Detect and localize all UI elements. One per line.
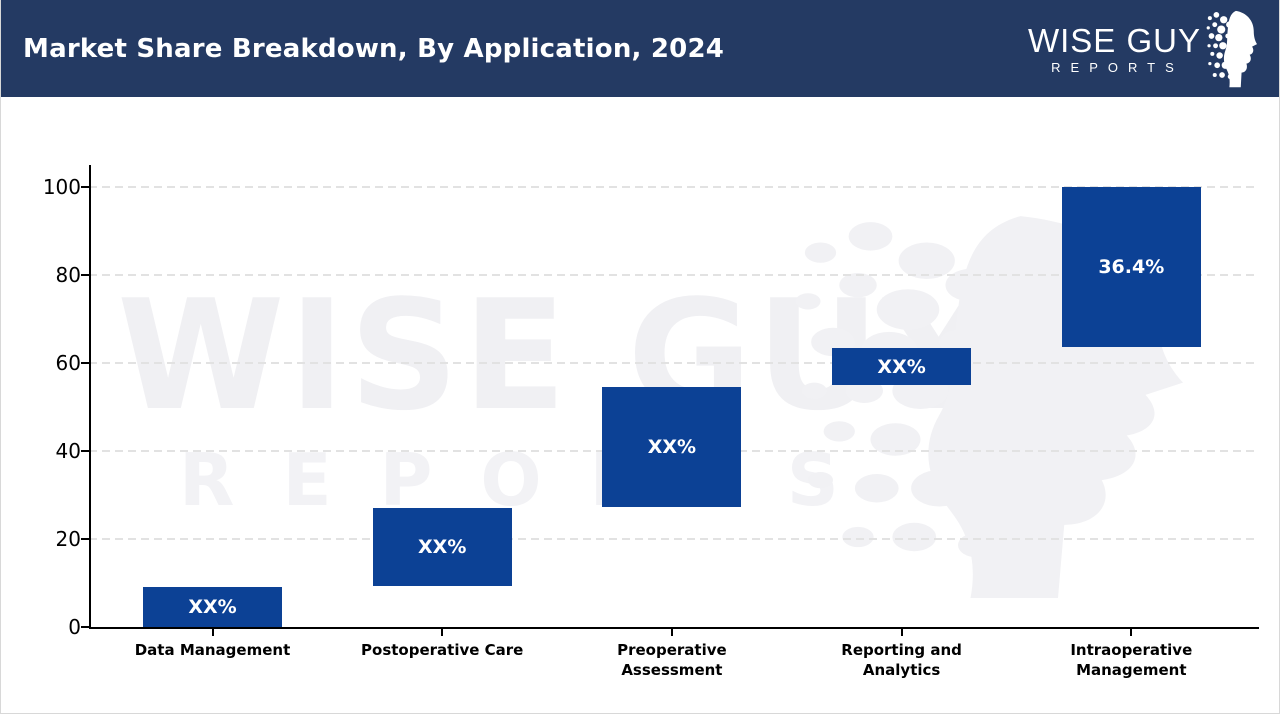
y-tick-mark bbox=[81, 626, 90, 628]
y-tick-label: 0 bbox=[68, 615, 81, 639]
bar: XX% bbox=[143, 586, 282, 627]
y-tick-label: 20 bbox=[55, 527, 81, 551]
bar: XX% bbox=[602, 387, 742, 507]
y-tick-mark bbox=[81, 450, 90, 452]
bar-value-label: 36.4% bbox=[1098, 256, 1165, 279]
y-tick-mark bbox=[81, 538, 90, 540]
bar-value-label: XX% bbox=[188, 595, 237, 618]
x-axis-label: Intraoperative Management bbox=[1070, 641, 1193, 680]
y-gridline bbox=[89, 362, 1259, 364]
y-gridline bbox=[89, 538, 1259, 540]
x-axis-label: Data Management bbox=[134, 641, 291, 659]
header: Market Share Breakdown, By Application, … bbox=[1, 0, 1279, 97]
bar-value-label: XX% bbox=[877, 355, 926, 378]
x-tick-mark bbox=[670, 629, 673, 636]
x-axis-label: Postoperative Care bbox=[361, 641, 524, 659]
x-axis-label: Preoperative Assessment bbox=[617, 641, 727, 680]
bar: 36.4% bbox=[1061, 187, 1201, 348]
y-axis-spine bbox=[89, 165, 91, 629]
y-gridline bbox=[89, 186, 1259, 188]
logo-wordmark: WISE GUY REPORTS bbox=[1028, 24, 1201, 74]
x-axis-spine bbox=[89, 627, 1259, 629]
y-gridline bbox=[89, 274, 1259, 276]
x-tick-mark bbox=[1130, 629, 1133, 636]
bar: XX% bbox=[832, 348, 972, 386]
y-tick-mark bbox=[81, 274, 90, 276]
x-tick-mark bbox=[211, 629, 214, 636]
bar-value-label: XX% bbox=[647, 436, 697, 459]
bar-value-label: XX% bbox=[418, 535, 467, 558]
x-axis-label: Reporting and Analytics bbox=[841, 641, 962, 680]
wise-guy-logo: WISE GUY REPORTS bbox=[1028, 10, 1257, 88]
y-tick-label: 100 bbox=[42, 175, 81, 199]
y-tick-label: 80 bbox=[55, 263, 81, 287]
x-tick-mark bbox=[900, 629, 903, 636]
logo-wordmark-line1: WISE GUY bbox=[1027, 21, 1201, 59]
wise-guy-head-icon bbox=[1206, 10, 1257, 87]
y-tick-label: 60 bbox=[55, 351, 81, 375]
logo-wordmark-line2: REPORTS bbox=[1051, 59, 1184, 75]
chart-title: Market Share Breakdown, By Application, … bbox=[23, 33, 725, 64]
y-tick-mark bbox=[81, 186, 90, 188]
y-tick-label: 40 bbox=[55, 439, 81, 463]
y-tick-mark bbox=[81, 362, 90, 364]
x-tick-mark bbox=[441, 629, 444, 636]
bar: XX% bbox=[372, 508, 512, 586]
